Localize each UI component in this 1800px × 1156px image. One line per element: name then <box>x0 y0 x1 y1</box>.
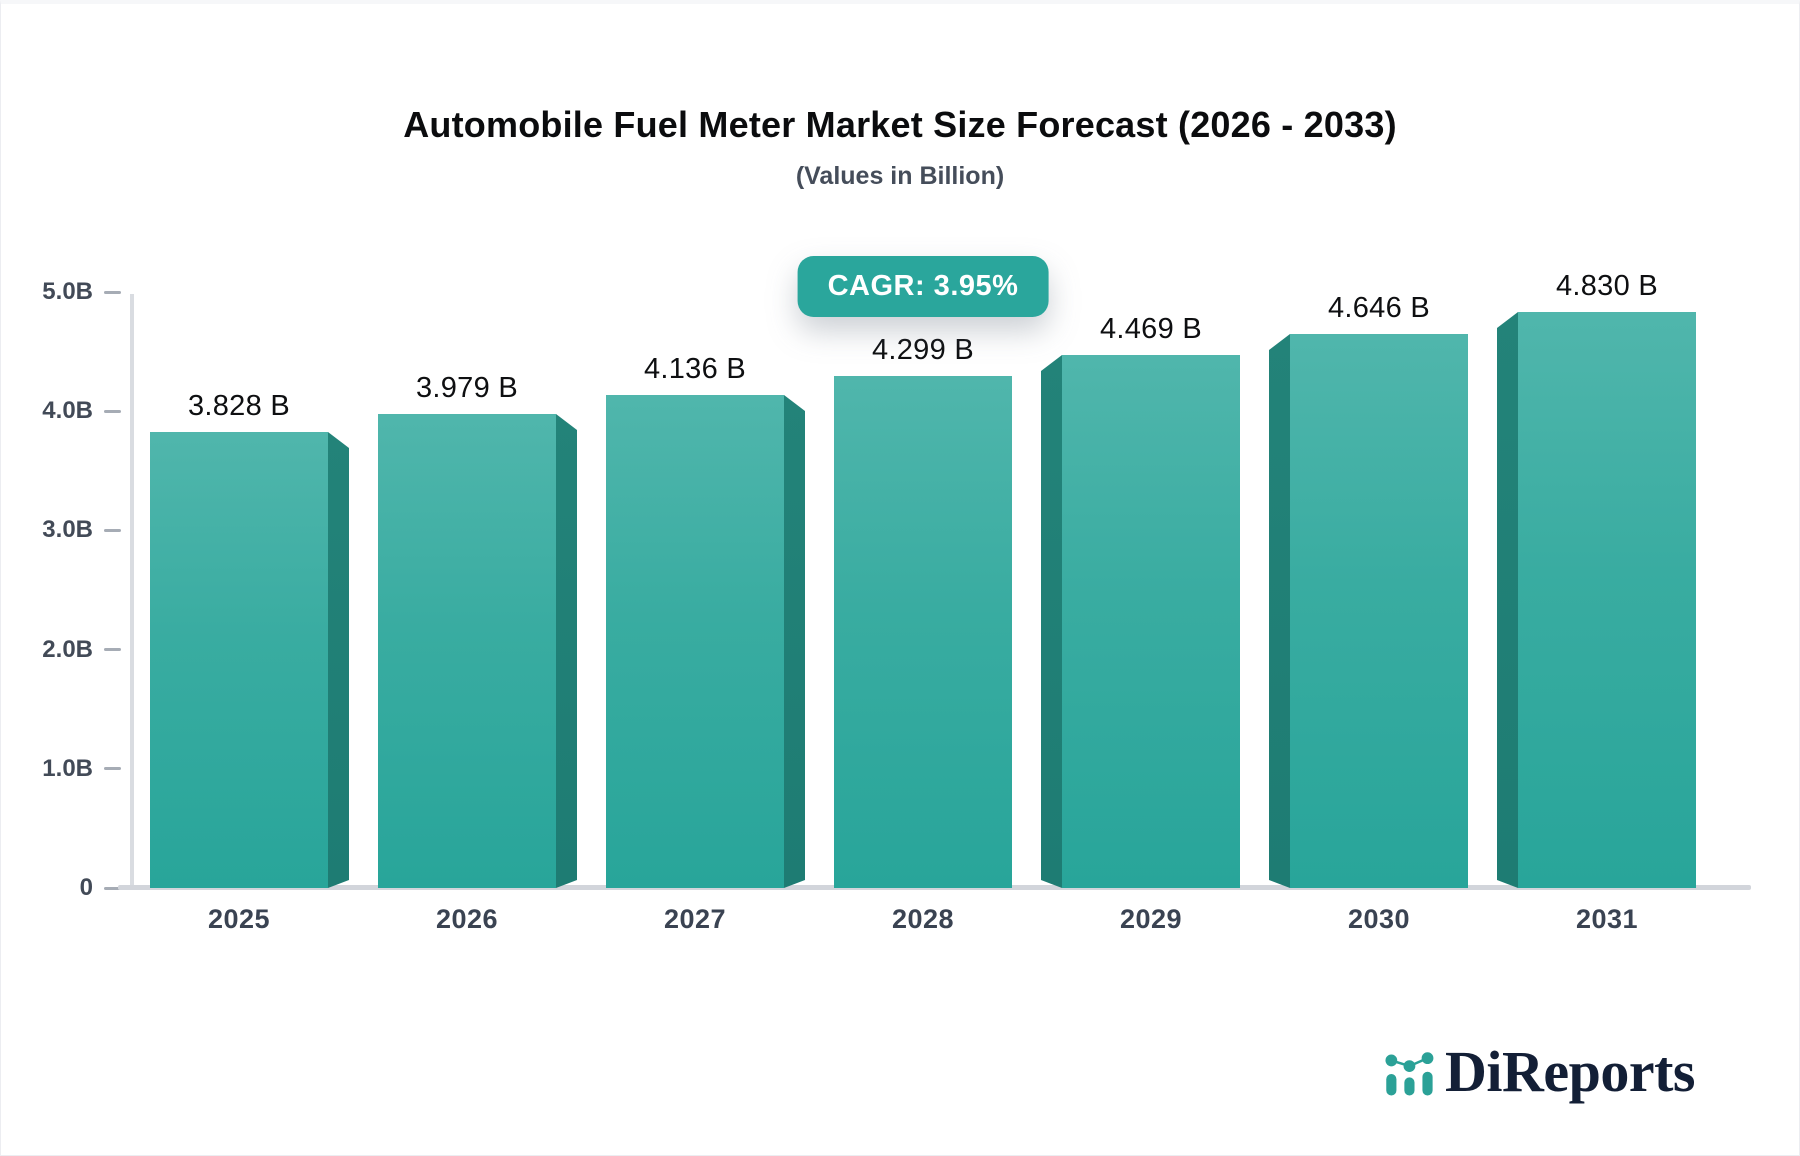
bar-face: 4.830 B <box>1518 312 1696 888</box>
y-tick-label: 3.0B <box>42 516 93 544</box>
bar-side-face <box>1497 312 1518 888</box>
chart-subtitle: (Values in Billion) <box>1 162 1799 191</box>
bar-side-face <box>1041 355 1062 888</box>
y-tick-3.0B: 3.0B <box>1 516 121 544</box>
y-tick-dash <box>104 648 121 651</box>
bar-value-label: 4.646 B <box>1328 292 1430 325</box>
y-tick-0: 0 <box>1 874 121 902</box>
bar-face: 4.469 B <box>1062 355 1240 888</box>
bar-2030: 4.646 B <box>1265 292 1493 888</box>
x-axis-label-2025: 2025 <box>125 904 353 935</box>
bar-2031: 4.830 B <box>1493 292 1721 888</box>
y-tick-label: 0 <box>80 874 93 902</box>
bar-value-label: 3.979 B <box>416 372 518 405</box>
logo-bar-chart-icon <box>1384 1050 1436 1098</box>
y-tick-5.0B: 5.0B <box>1 278 121 306</box>
bar-face: 3.979 B <box>378 414 556 888</box>
y-tick-label: 5.0B <box>42 278 93 306</box>
y-tick-label: 2.0B <box>42 636 93 664</box>
x-axis-label-2030: 2030 <box>1265 904 1493 935</box>
bar-2028: 4.299 B <box>809 292 1037 888</box>
direports-logo: DiReports <box>1384 1042 1695 1103</box>
y-tick-4.0B: 4.0B <box>1 397 121 425</box>
y-tick-dash <box>104 291 121 294</box>
bar-value-label: 4.136 B <box>644 353 746 386</box>
x-axis-label-2028: 2028 <box>809 904 1037 935</box>
bar-face: 4.136 B <box>606 395 784 888</box>
x-axis-label-2026: 2026 <box>353 904 581 935</box>
y-tick-dash <box>104 410 121 413</box>
bar-value-label: 4.469 B <box>1100 313 1202 346</box>
bar-side-face <box>328 432 349 888</box>
y-axis: 5.0B4.0B3.0B2.0B1.0B0 <box>1 292 121 888</box>
bar-2027: 4.136 B <box>581 292 809 888</box>
x-axis-label-2029: 2029 <box>1037 904 1265 935</box>
y-tick-dash <box>104 767 121 770</box>
y-tick-1.0B: 1.0B <box>1 755 121 783</box>
bar-face: 3.828 B <box>150 432 328 888</box>
y-tick-label: 1.0B <box>42 755 93 783</box>
bar-value-label: 4.830 B <box>1556 270 1658 303</box>
bar-value-label: 3.828 B <box>188 390 290 423</box>
x-axis-label-2031: 2031 <box>1493 904 1721 935</box>
bar-2029: 4.469 B <box>1037 292 1265 888</box>
bar-2025: 3.828 B <box>125 292 353 888</box>
bar-chart-plot-area: 5.0B4.0B3.0B2.0B1.0B0 3.828 B3.979 B4.13… <box>1 292 1800 891</box>
y-tick-2.0B: 2.0B <box>1 636 121 664</box>
bars-container: 3.828 B 3.979 B 4.136 B 4.299 B 4.469 B 4.646… <box>125 292 1721 888</box>
report-chart-page: Automobile Fuel Meter Market Size Foreca… <box>0 0 1800 1156</box>
chart-title: Automobile Fuel Meter Market Size Foreca… <box>1 104 1799 146</box>
bar-2026: 3.979 B <box>353 292 581 888</box>
logo-text: DiReports <box>1445 1042 1695 1103</box>
x-axis-label-2027: 2027 <box>581 904 809 935</box>
y-tick-label: 4.0B <box>42 397 93 425</box>
x-axis-labels: 2025202620272028202920302031 <box>125 904 1721 935</box>
bar-side-face <box>1269 334 1290 888</box>
bar-face: 4.646 B <box>1290 334 1468 888</box>
cagr-badge: CAGR: 3.95% <box>798 256 1049 317</box>
y-tick-dash <box>104 529 121 532</box>
bar-side-face <box>784 395 805 888</box>
bar-value-label: 4.299 B <box>872 334 974 367</box>
bar-side-face <box>556 414 577 888</box>
bar-face: 4.299 B <box>834 376 1012 888</box>
